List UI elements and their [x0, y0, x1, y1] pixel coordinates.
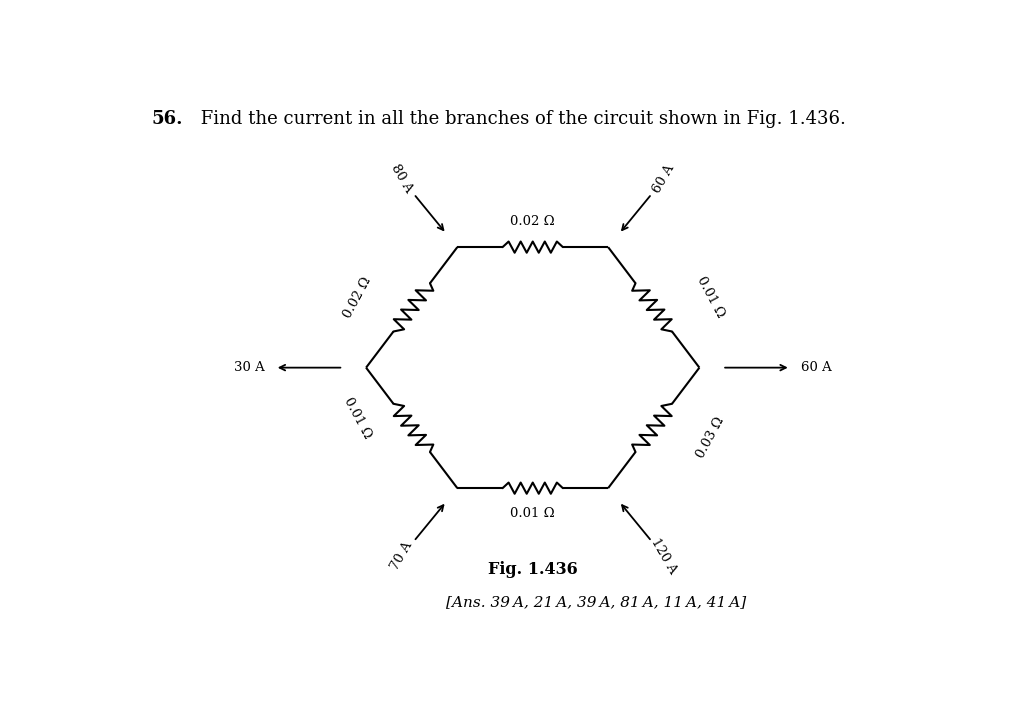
- Text: Find the current in all the branches of the circuit shown in Fig. 1.436.: Find the current in all the branches of …: [196, 110, 846, 128]
- Text: 30 A: 30 A: [233, 361, 264, 374]
- Text: 120 A: 120 A: [648, 537, 679, 577]
- Text: 60 A: 60 A: [801, 361, 831, 374]
- Text: 70 A: 70 A: [388, 539, 415, 573]
- Text: 0.01 Ω: 0.01 Ω: [341, 395, 374, 440]
- Text: 0.01 Ω: 0.01 Ω: [694, 274, 727, 320]
- Text: [Ans. 39 A, 21 A, 39 A, 81 A, 11 A, 41 A]: [Ans. 39 A, 21 A, 39 A, 81 A, 11 A, 41 A…: [446, 595, 746, 609]
- Text: Fig. 1.436: Fig. 1.436: [487, 561, 578, 578]
- Text: 80 A: 80 A: [388, 162, 415, 195]
- Text: 56.: 56.: [152, 110, 183, 128]
- Text: 0.03 Ω: 0.03 Ω: [694, 415, 727, 461]
- Text: 0.01 Ω: 0.01 Ω: [510, 507, 555, 520]
- Text: 60 A: 60 A: [650, 162, 677, 196]
- Text: 0.02 Ω: 0.02 Ω: [510, 215, 555, 229]
- Text: 0.02 Ω: 0.02 Ω: [341, 274, 374, 320]
